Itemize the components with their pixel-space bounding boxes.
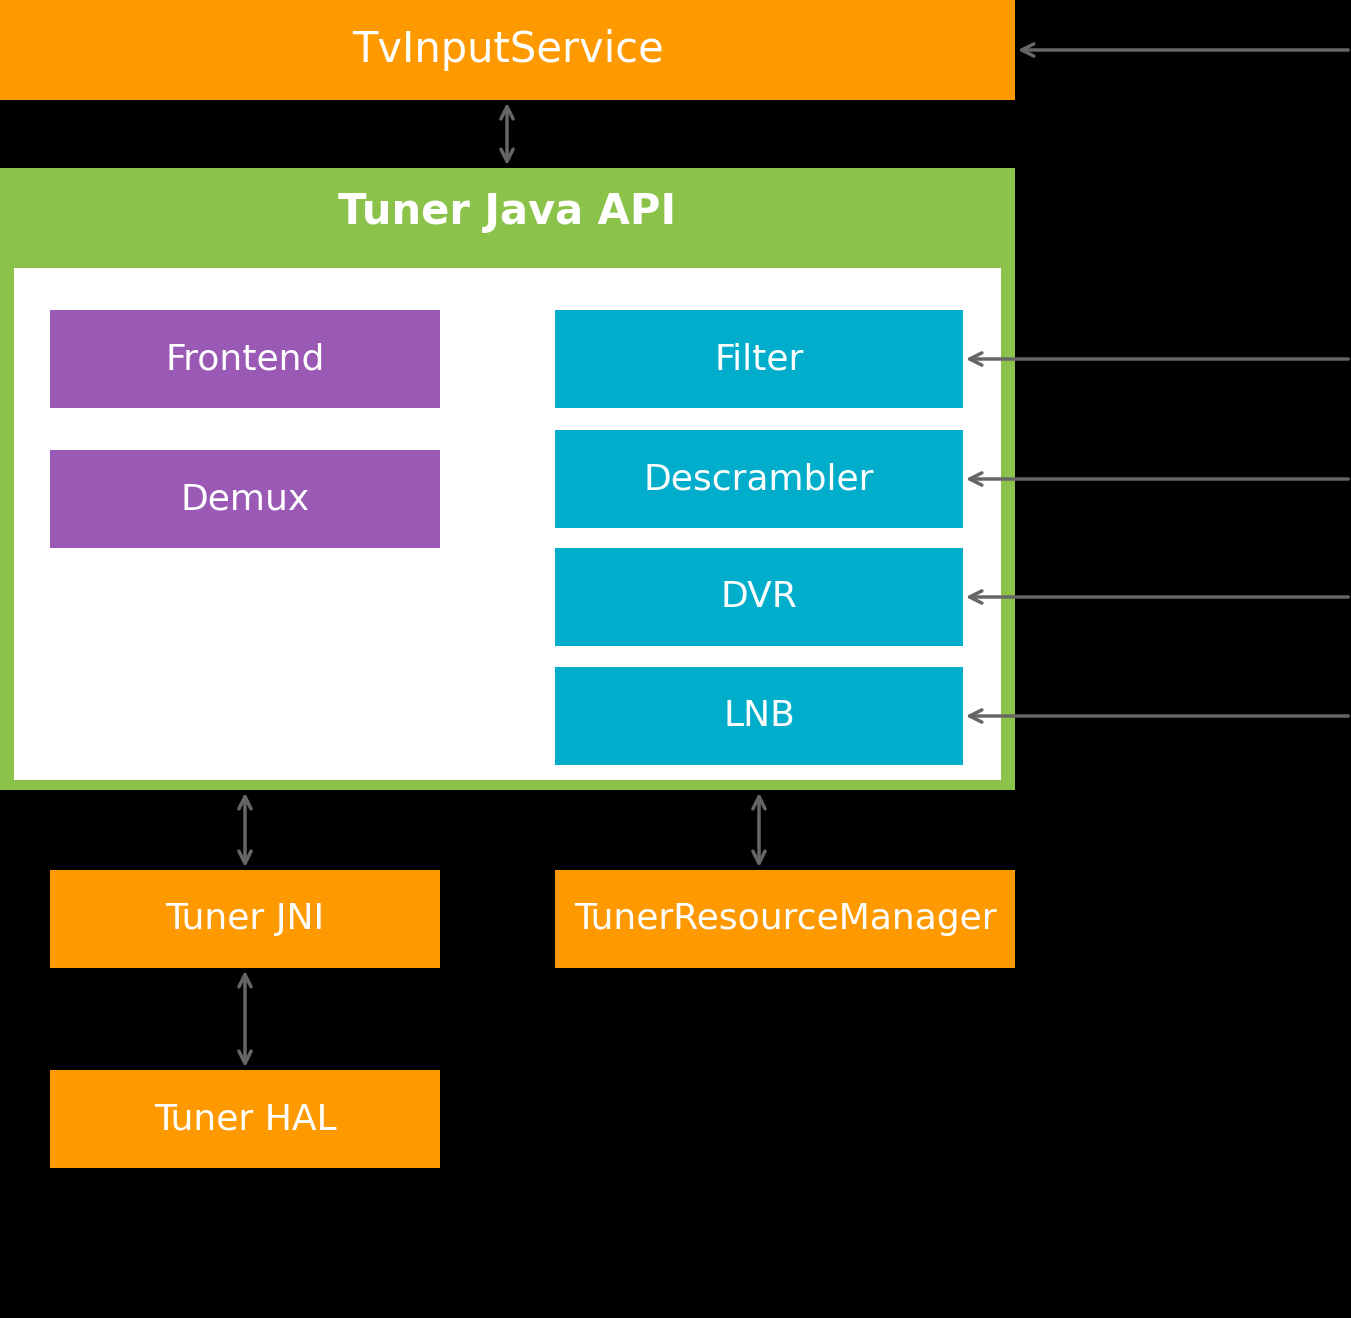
Text: Tuner HAL: Tuner HAL — [154, 1102, 336, 1136]
Text: LNB: LNB — [723, 699, 794, 733]
Bar — [0, 167, 1015, 789]
Text: Frontend: Frontend — [165, 341, 324, 376]
Bar — [50, 870, 440, 967]
Bar — [555, 548, 963, 646]
Text: Tuner Java API: Tuner Java API — [339, 191, 677, 233]
Text: TunerResourceManager: TunerResourceManager — [574, 902, 996, 936]
Bar — [50, 310, 440, 409]
Bar — [555, 870, 1015, 967]
Text: Tuner JNI: Tuner JNI — [165, 902, 324, 936]
Text: TvInputService: TvInputService — [351, 29, 663, 71]
Text: Descrambler: Descrambler — [643, 463, 874, 496]
Text: Filter: Filter — [715, 341, 804, 376]
Bar — [555, 667, 963, 764]
Bar — [14, 268, 1001, 780]
Text: Demux: Demux — [181, 482, 309, 517]
Bar — [555, 430, 963, 529]
Bar — [50, 449, 440, 548]
Text: DVR: DVR — [720, 580, 797, 614]
Bar — [0, 0, 1015, 100]
Bar — [50, 1070, 440, 1168]
Bar — [555, 310, 963, 409]
